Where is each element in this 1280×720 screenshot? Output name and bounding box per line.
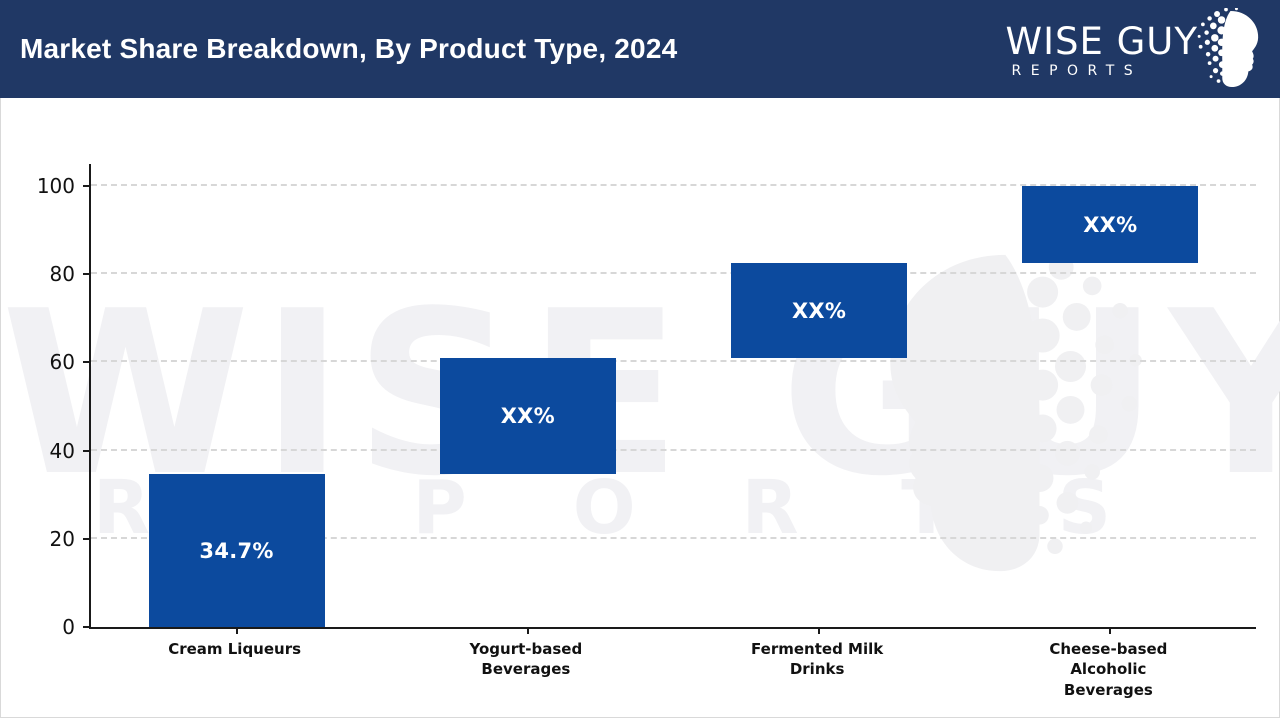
gridline bbox=[91, 184, 1256, 187]
bar-segment: XX% bbox=[439, 358, 616, 474]
wiseguy-logo: WISE GUY REPORTS bbox=[1006, 7, 1270, 90]
gridline bbox=[91, 536, 1256, 539]
y-tick-mark bbox=[83, 537, 91, 540]
x-tick-mark bbox=[818, 627, 821, 634]
gridline bbox=[91, 360, 1256, 363]
bar-segment: XX% bbox=[731, 263, 908, 359]
x-category-label: Cheese-based Alcoholic Beverages bbox=[1049, 640, 1168, 699]
x-tick-mark bbox=[235, 627, 238, 634]
y-tick-mark bbox=[83, 626, 91, 628]
bar-value-label: XX% bbox=[791, 298, 847, 323]
y-tick-label: 0 bbox=[62, 615, 75, 639]
logo-wordmark: WISE GUY bbox=[1005, 20, 1198, 63]
page-title: Market Share Breakdown, By Product Type,… bbox=[20, 33, 678, 64]
x-tick-mark bbox=[1109, 627, 1112, 634]
x-category-label: Yogurt-based Beverages bbox=[469, 640, 583, 679]
bar-value-label: XX% bbox=[500, 404, 556, 429]
x-tick-mark bbox=[526, 627, 529, 634]
y-tick-label: 80 bbox=[49, 262, 75, 287]
plot-area: 0 20 40 60 80 100 34.7% XX% XX% XX% bbox=[37, 164, 1256, 637]
dotted-head-icon bbox=[1182, 7, 1270, 90]
header-bar: Market Share Breakdown, By Product Type,… bbox=[0, 0, 1280, 98]
bar-segment: 34.7% bbox=[148, 474, 325, 627]
x-category-label: Fermented Milk Drinks bbox=[751, 640, 884, 679]
bar-value-label: XX% bbox=[1083, 212, 1138, 237]
y-tick-mark bbox=[83, 449, 91, 452]
gridline bbox=[91, 272, 1256, 275]
y-tick-mark bbox=[83, 361, 91, 364]
y-tick-label: 100 bbox=[36, 174, 75, 199]
bar-value-label: 34.7% bbox=[199, 538, 274, 563]
y-tick-label: 20 bbox=[49, 526, 75, 551]
logo-subtitle: REPORTS bbox=[1011, 63, 1143, 79]
y-tick-mark bbox=[83, 273, 91, 276]
y-tick-mark bbox=[83, 185, 91, 188]
wiseguy-logo-text: WISE GUY REPORTS bbox=[1006, 23, 1198, 79]
gridline bbox=[91, 448, 1256, 451]
bar-segment: XX% bbox=[1022, 186, 1199, 264]
chart-area: WISE GUY REPORTS 0 20 40 60 80 100 34.7% XX% XX%… bbox=[0, 98, 1280, 718]
x-category-label: Cream Liqueurs bbox=[168, 640, 302, 658]
y-tick-label: 60 bbox=[49, 350, 75, 375]
x-axis-labels: Cream Liqueurs Yogurt-based Beverages Ferme… bbox=[89, 639, 1254, 700]
y-tick-label: 40 bbox=[49, 438, 75, 463]
